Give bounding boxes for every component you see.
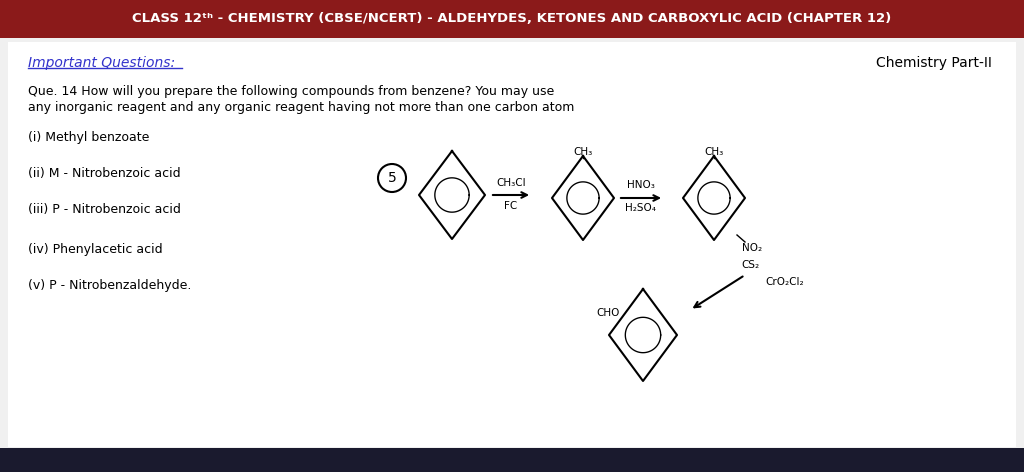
Text: any inorganic reagent and any organic reagent having not more than one carbon at: any inorganic reagent and any organic re…: [28, 101, 574, 113]
FancyBboxPatch shape: [0, 448, 1024, 472]
FancyBboxPatch shape: [8, 42, 1016, 447]
Text: Que. 14 How will you prepare the following compounds from benzene? You may use: Que. 14 How will you prepare the followi…: [28, 84, 554, 98]
Text: (i) Methyl benzoate: (i) Methyl benzoate: [28, 132, 150, 144]
Text: CH₃: CH₃: [705, 147, 724, 157]
Text: H₂SO₄: H₂SO₄: [626, 203, 656, 213]
Text: CLASS 12ᵗʰ - CHEMISTRY (CBSE/NCERT) - ALDEHYDES, KETONES AND CARBOXYLIC ACID (CH: CLASS 12ᵗʰ - CHEMISTRY (CBSE/NCERT) - AL…: [132, 12, 892, 25]
Text: (ii) M - Nitrobenzoic acid: (ii) M - Nitrobenzoic acid: [28, 168, 180, 180]
Text: HNO₃: HNO₃: [627, 180, 655, 190]
Text: Chemistry Part-II: Chemistry Part-II: [877, 56, 992, 70]
Text: (v) P - Nitrobenzaldehyde.: (v) P - Nitrobenzaldehyde.: [28, 279, 191, 293]
Text: (iii) P - Nitrobenzoic acid: (iii) P - Nitrobenzoic acid: [28, 203, 181, 217]
Text: CH₃: CH₃: [573, 147, 593, 157]
Text: Important Questions:: Important Questions:: [28, 56, 175, 70]
Text: CHO: CHO: [596, 308, 620, 318]
Text: CS₂: CS₂: [741, 260, 759, 270]
Text: (iv) Phenylacetic acid: (iv) Phenylacetic acid: [28, 244, 163, 256]
Text: CH₃Cl: CH₃Cl: [497, 178, 525, 188]
Text: FC: FC: [505, 201, 517, 211]
Text: CrO₂Cl₂: CrO₂Cl₂: [766, 277, 804, 287]
Text: 5: 5: [388, 171, 396, 185]
Text: NO₂: NO₂: [742, 243, 762, 253]
FancyBboxPatch shape: [0, 0, 1024, 38]
